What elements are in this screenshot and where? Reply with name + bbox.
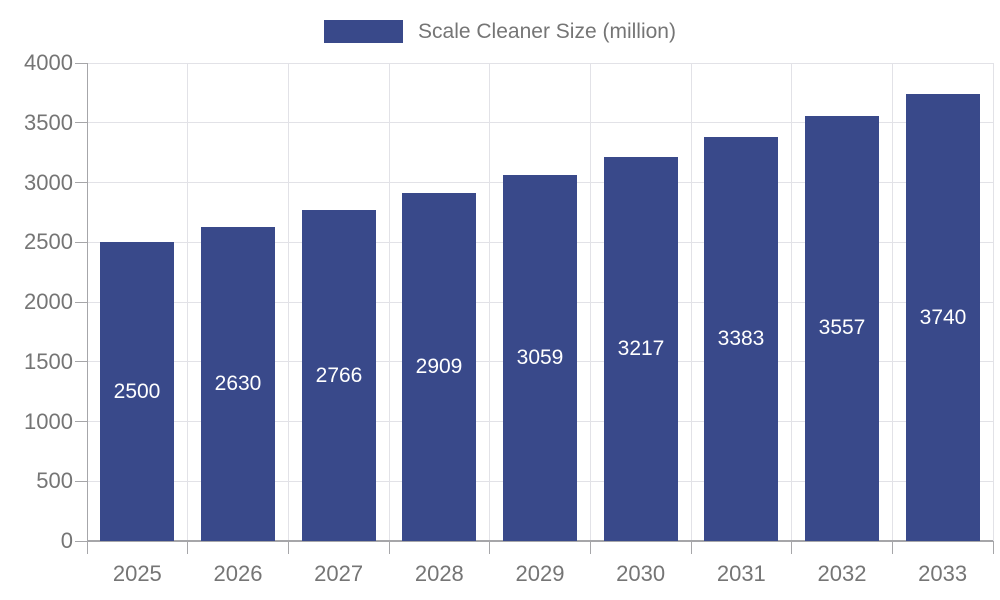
x-tick-label: 2032 — [817, 561, 867, 586]
gridline-vertical — [992, 63, 994, 541]
y-tick-label: 2500 — [24, 229, 73, 255]
x-axis-tick — [791, 541, 793, 554]
plot-area: 0 500 1000 1500 2000 2500 3000 3500 4000 2500 2025… — [24, 51, 994, 586]
x-axis-tick — [589, 541, 591, 554]
y-tick-label: 2000 — [24, 289, 73, 314]
gridline-vertical — [791, 63, 793, 541]
bar-value-label: 3740 — [919, 305, 967, 329]
bar: 3740 — [906, 94, 980, 541]
bar-value-label: 2630 — [214, 371, 262, 395]
x-axis-tick — [388, 541, 390, 554]
x-axis-line — [87, 540, 993, 542]
bar-value-label: 3217 — [617, 336, 665, 360]
y-tick-label: 1000 — [24, 408, 73, 434]
bar-value-label: 3059 — [516, 346, 564, 370]
y-axis-tick — [75, 122, 87, 124]
x-axis-tick — [86, 541, 88, 554]
gridline-vertical — [187, 63, 189, 541]
y-tick-label: 1500 — [24, 348, 73, 374]
bar-value-label: 3383 — [717, 326, 765, 350]
x-tick-label: 2029 — [515, 561, 565, 586]
bar: 2766 — [302, 210, 376, 541]
y-axis-tick — [75, 361, 87, 363]
y-tick-label: 3500 — [24, 109, 73, 135]
bar: 2500 — [100, 242, 174, 541]
x-axis-tick — [287, 541, 289, 554]
y-axis-line — [87, 63, 88, 541]
x-tick-label: 2033 — [918, 561, 968, 586]
bar-value-label: 3557 — [818, 316, 866, 340]
bar: 3217 — [604, 156, 678, 541]
gridline-vertical — [388, 63, 390, 541]
y-axis-tick — [75, 62, 87, 64]
gridline-vertical — [287, 63, 289, 541]
bar: 3059 — [503, 175, 577, 541]
y-axis-tick — [75, 301, 87, 303]
y-axis-tick — [75, 241, 87, 243]
bar: 2909 — [402, 193, 476, 541]
legend-label: Scale Cleaner Size (million) — [418, 20, 676, 43]
gridline-horizontal — [87, 122, 993, 124]
x-tick-label: 2028 — [414, 561, 464, 586]
x-axis-tick — [489, 541, 491, 554]
x-tick-label: 2025 — [112, 561, 162, 586]
gridline-vertical — [489, 63, 491, 541]
x-axis-tick — [891, 541, 893, 554]
bar: 3557 — [805, 115, 879, 541]
x-tick-label: 2026 — [213, 561, 263, 586]
x-axis-tick — [690, 541, 692, 554]
legend: Scale Cleaner Size (million) — [0, 20, 1000, 43]
bar: 3383 — [704, 136, 778, 541]
bar: 2630 — [201, 226, 275, 541]
gridline-horizontal — [87, 62, 993, 64]
y-tick-label: 4000 — [24, 50, 73, 75]
gridline-vertical — [690, 63, 692, 541]
y-tick-label: 0 — [60, 528, 73, 553]
gridline-vertical — [891, 63, 893, 541]
bar-value-label: 2500 — [113, 379, 161, 403]
y-tick-label: 3000 — [24, 169, 73, 195]
y-axis-tick — [75, 540, 87, 542]
legend-swatch — [324, 20, 404, 43]
x-tick-label: 2031 — [716, 561, 766, 586]
y-tick-label: 500 — [36, 468, 73, 494]
y-axis-tick — [75, 421, 87, 422]
x-axis-tick — [187, 541, 189, 554]
gridline-vertical — [589, 63, 591, 541]
x-tick-label: 2027 — [314, 561, 364, 586]
y-axis-tick — [75, 182, 87, 183]
x-axis-tick — [992, 541, 994, 554]
bar-value-label: 2766 — [315, 363, 363, 387]
y-axis-tick — [75, 480, 87, 482]
x-tick-label: 2030 — [616, 561, 666, 586]
bar-value-label: 2909 — [415, 355, 463, 379]
